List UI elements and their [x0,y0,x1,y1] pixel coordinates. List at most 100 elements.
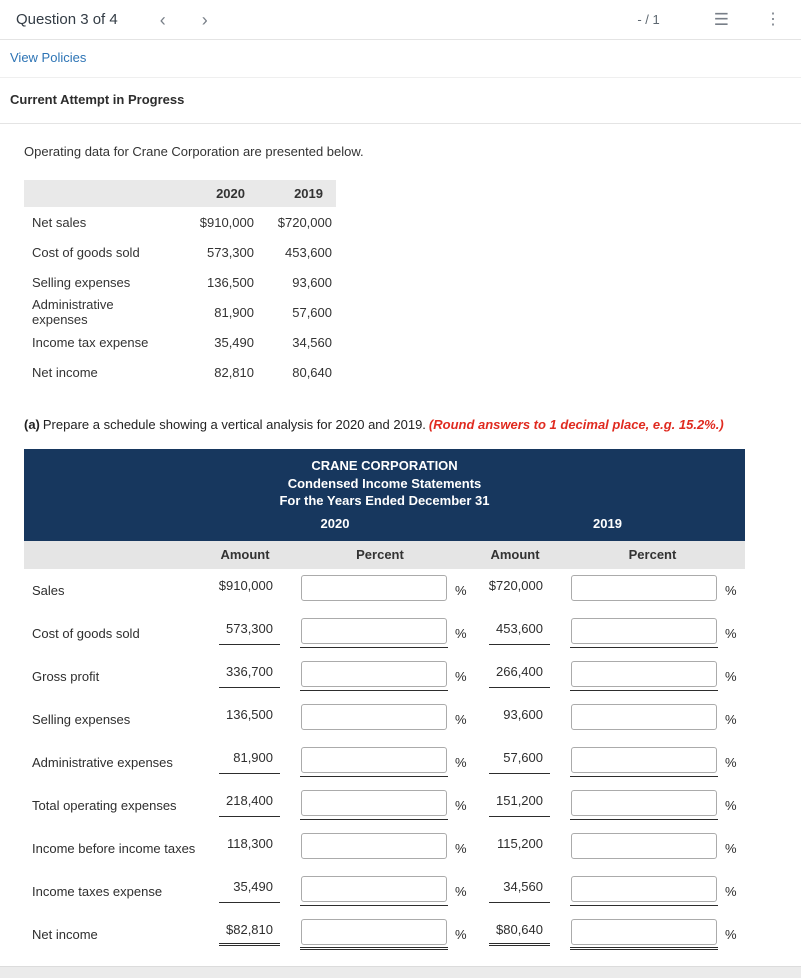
percent-input-2019[interactable] [571,918,717,945]
table-row: Cost of goods sold 573,300 453,600 [24,237,336,267]
percent-2019-cell: % [560,575,745,605]
percent-input-2020[interactable] [301,661,447,687]
more-options-icon: ⋮ [765,10,781,28]
percent-input-2019[interactable] [571,747,717,773]
percent-2020-cell: % [290,618,470,648]
part-a-instruction: (a) Prepare a schedule showing a vertical… [24,417,777,432]
percent-sign: % [725,754,737,770]
percent-2019-cell: % [560,833,745,863]
statement-title: Condensed Income Statements [287,475,482,491]
column-header-2020: 2020 [216,186,245,201]
percent-input-2019[interactable] [571,661,717,687]
next-question-button[interactable]: › [196,9,214,31]
analysis-row: Selling expenses 136,500 % 93,600 % [24,698,745,741]
percent-input-2020[interactable] [301,876,447,902]
percent-input-2020[interactable] [301,833,447,859]
more-options-button[interactable]: ⋮ [759,10,787,30]
percent-sign: % [725,625,737,641]
row-label: Administrative expenses [32,297,114,327]
table-row: Income tax expense 35,490 34,560 [24,327,336,357]
percent-2020-cell: % [290,661,470,691]
percent-input-2019[interactable] [571,790,717,816]
top-bar: Question 3 of 4 ‹ › - / 1 ☰ ⋮ [0,0,801,40]
statement-header: CRANE CORPORATION Condensed Income State… [24,449,745,541]
amount-2020: 573,300 [219,621,280,645]
view-policies-link[interactable]: View Policies [10,50,87,65]
analysis-row: Income before income taxes 118,300 % 115… [24,827,745,870]
percent-2020-input-wrap [300,747,448,777]
column-header-2019: 2019 [294,186,323,201]
percent-input-2019[interactable] [571,618,717,644]
amount-2019: 80,640 [292,364,332,380]
percent-input-2019[interactable] [571,575,717,601]
amount-2020: 573,300 [207,244,254,260]
attempt-status-label: Current Attempt in Progress [10,92,185,107]
amount-2020: $910,000 [199,214,254,230]
subheader-percent-2019: Percent [628,547,677,562]
year-header-row: 2020 2019 [24,510,745,541]
percent-sign: % [725,883,737,899]
amount-2020: 218,400 [219,793,280,817]
percent-input-2020[interactable] [301,918,447,945]
percent-2019-input-wrap [570,575,718,605]
amount-2020: 81,900 [219,750,280,774]
amount-2020-cell: 218,400 [200,793,290,817]
amount-2020-cell: 35,490 [200,879,290,903]
percent-2020-cell: % [290,876,470,906]
percent-2019-input-wrap [570,618,718,648]
percent-input-2020[interactable] [301,618,447,644]
percent-sign: % [455,797,467,813]
page-bottom-strip [0,966,801,978]
percent-input-2020[interactable] [301,575,447,601]
percent-2019-cell: % [560,704,745,734]
part-label: (a) [24,417,40,432]
question-counter: Question 3 of 4 [16,11,118,28]
chevron-right-icon: › [201,9,208,30]
amount-2020: 35,490 [214,334,254,350]
row-label: Selling expenses [32,274,131,290]
percent-input-2020[interactable] [301,790,447,816]
percent-input-2020[interactable] [301,704,447,730]
attempt-status-row: Current Attempt in Progress [0,78,801,124]
row-label: Net income [32,364,98,380]
column-subheader-row: Amount Percent Amount Percent [24,540,745,569]
percent-2020-cell: % [290,790,470,820]
percent-2020-input-wrap [300,918,448,950]
percent-input-2019[interactable] [571,876,717,902]
analysis-row: Total operating expenses 218,400 % 151,2… [24,784,745,827]
percent-2019-cell: % [560,661,745,691]
percent-sign: % [455,840,467,856]
row-label: Selling expenses [32,711,131,727]
percent-sign: % [455,883,467,899]
chevron-left-icon: ‹ [159,9,166,30]
percent-2019-cell: % [560,747,745,777]
amount-2019: 57,600 [292,304,332,320]
amount-2019: 453,600 [285,244,332,260]
percent-2019-input-wrap [570,790,718,820]
amount-2019: 93,600 [292,274,332,290]
year-2020-header: 2020 [320,516,350,531]
amount-2019-cell: 151,200 [470,793,560,817]
amount-2019-cell: 453,600 [470,621,560,645]
amount-2020: $910,000 [218,578,273,593]
subheader-percent-2020: Percent [356,547,404,562]
amount-2019-cell: 93,600 [470,707,560,731]
percent-sign: % [725,840,737,856]
amount-2020: 136,500 [226,707,273,722]
percent-2019-input-wrap [570,661,718,691]
amount-2019: $720,000 [277,214,332,230]
operating-table-body: Net sales $910,000 $720,000 Cost of good… [24,207,336,387]
amount-2019: 115,200 [496,836,543,851]
percent-input-2019[interactable] [571,704,717,730]
row-label: Administrative expenses [32,754,173,770]
percent-2019-cell: % [560,790,745,820]
amount-2019-cell: 34,560 [470,879,560,903]
policies-row: View Policies [0,40,801,78]
percent-2020-input-wrap [300,618,448,648]
previous-question-button[interactable]: ‹ [154,9,172,31]
percent-2020-input-wrap [300,661,448,691]
percent-input-2020[interactable] [301,747,447,773]
company-name: CRANE CORPORATION [311,458,458,473]
question-list-button[interactable]: ☰ [708,9,735,30]
percent-input-2019[interactable] [571,833,717,859]
